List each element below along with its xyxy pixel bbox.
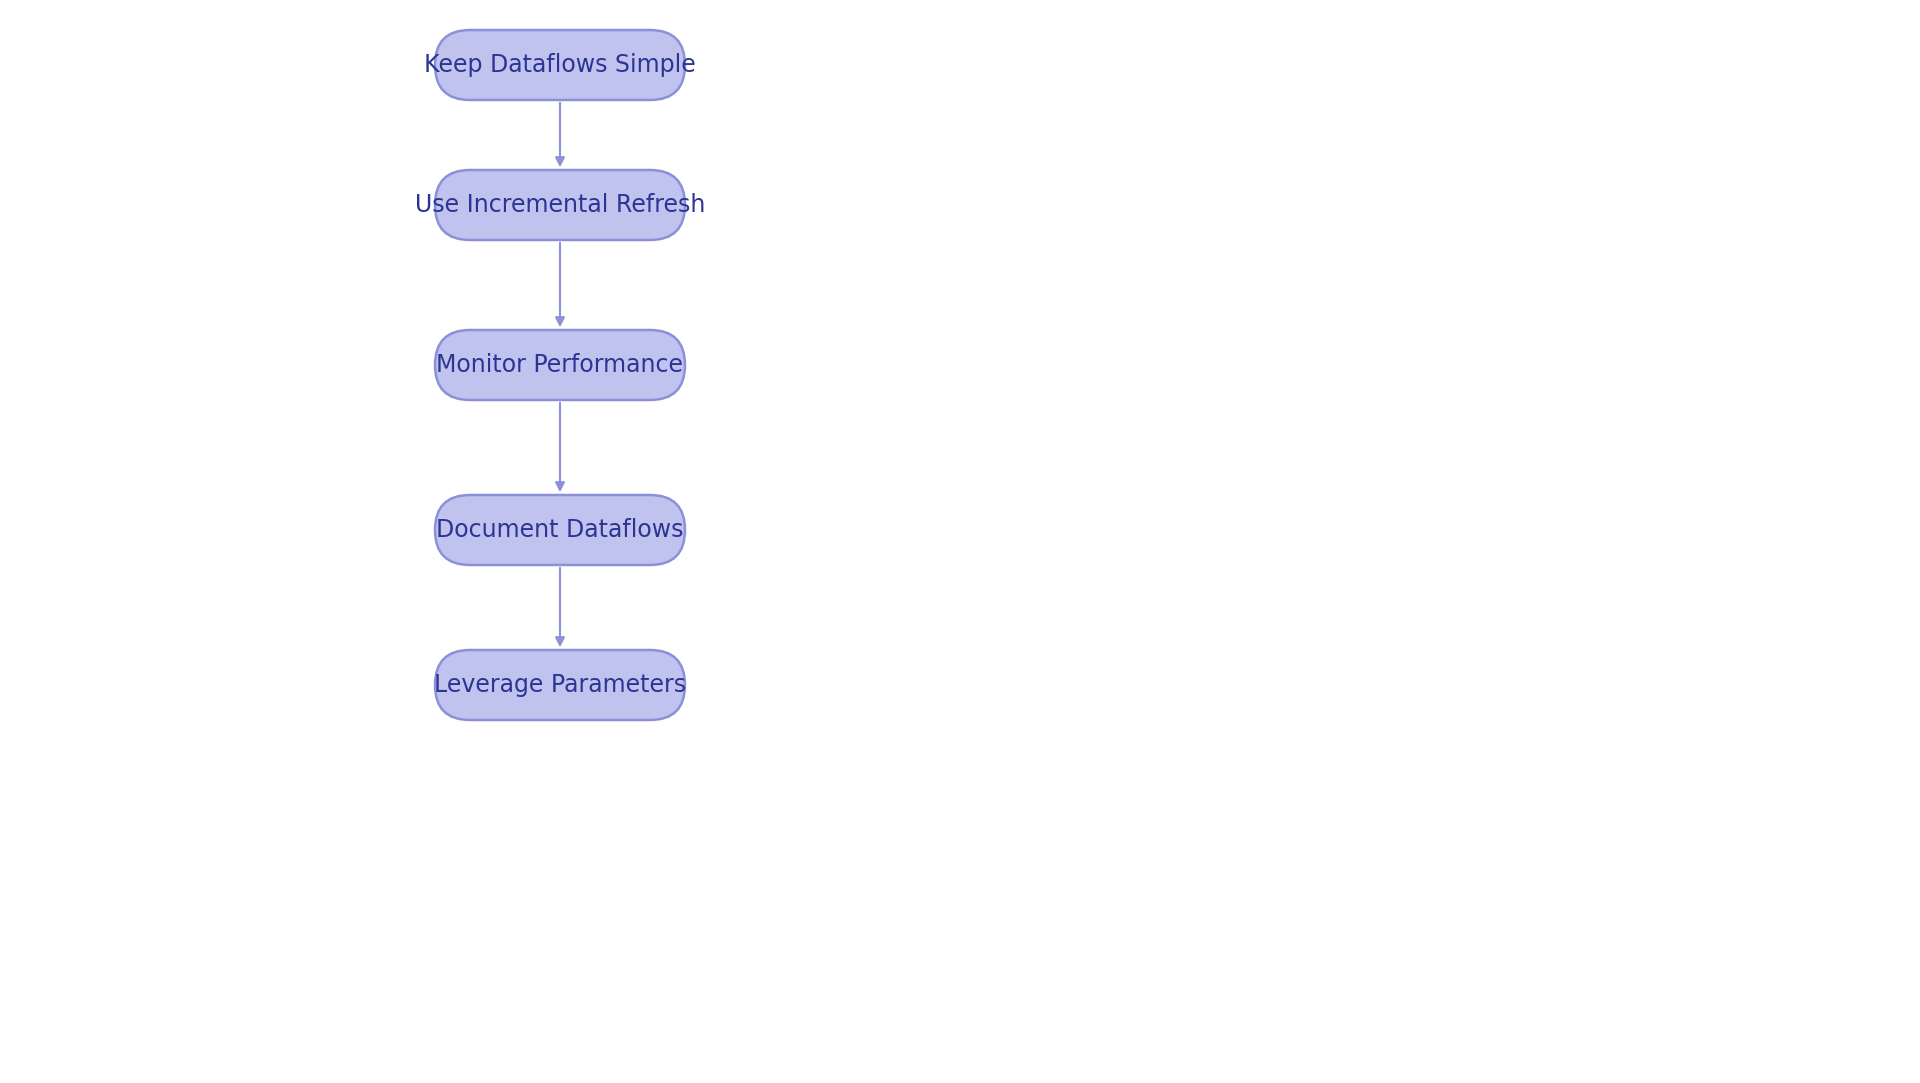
FancyBboxPatch shape — [436, 650, 685, 720]
FancyBboxPatch shape — [436, 30, 685, 100]
Text: Use Incremental Refresh: Use Incremental Refresh — [415, 193, 705, 217]
FancyBboxPatch shape — [436, 495, 685, 565]
Text: Keep Dataflows Simple: Keep Dataflows Simple — [424, 53, 695, 77]
Text: Document Dataflows: Document Dataflows — [436, 518, 684, 542]
FancyBboxPatch shape — [436, 330, 685, 400]
Text: Monitor Performance: Monitor Performance — [436, 353, 684, 377]
FancyBboxPatch shape — [436, 170, 685, 240]
Text: Leverage Parameters: Leverage Parameters — [434, 673, 685, 697]
